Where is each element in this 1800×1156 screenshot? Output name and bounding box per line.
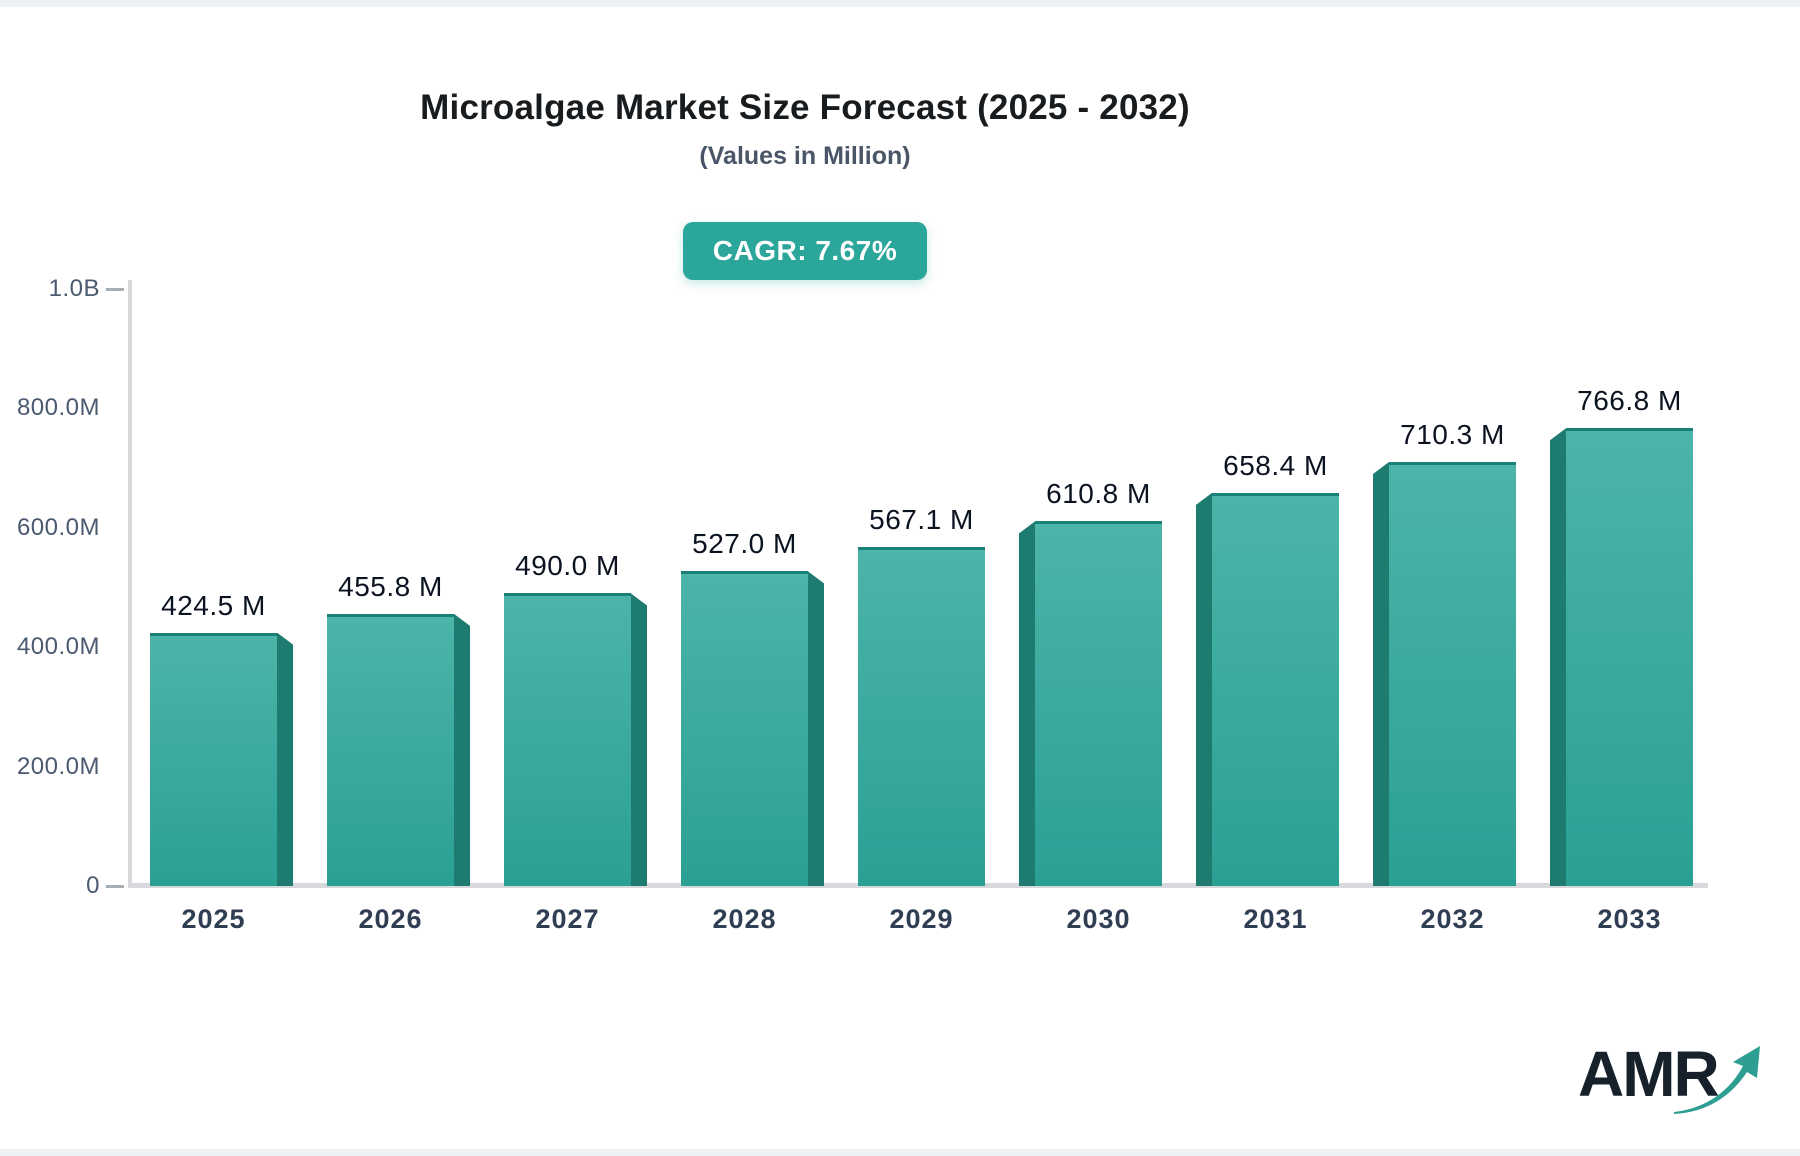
bar-value-label: 610.8 M xyxy=(1046,478,1151,510)
bar-face xyxy=(150,632,277,886)
bar-value-label: 424.5 M xyxy=(161,589,266,621)
x-axis-label-2033: 2033 xyxy=(1597,904,1662,934)
x-axis-label-2032: 2032 xyxy=(1420,904,1485,934)
x-axis-label-2025: 2025 xyxy=(181,904,246,934)
bar-side-face xyxy=(277,632,293,886)
chart-title: Microalgae Market Size Forecast (2025 - … xyxy=(420,88,1190,127)
x-axis-label-2027: 2027 xyxy=(535,904,600,934)
bar-value-label: 658.4 M xyxy=(1223,449,1328,481)
cagr-badge: CAGR: 7.67% xyxy=(682,222,928,280)
bar-side-face xyxy=(1550,428,1566,886)
x-axis-label-2030: 2030 xyxy=(1066,904,1131,934)
x-axis-label-2031: 2031 xyxy=(1243,904,1308,934)
bar-value-label: 766.8 M xyxy=(1577,385,1682,417)
x-axis-label-2029: 2029 xyxy=(889,904,954,934)
bar-2026 xyxy=(327,613,470,886)
bar-2031 xyxy=(1196,492,1339,886)
bar-face xyxy=(504,593,631,886)
amr-logo: AMR xyxy=(1578,1038,1760,1114)
cagr-badge-row: CAGR: 7.67% xyxy=(0,222,1610,280)
bar-2030 xyxy=(1019,521,1162,886)
bar-face xyxy=(1212,492,1339,886)
bar-2032 xyxy=(1373,461,1516,886)
y-axis-tick-dash xyxy=(106,288,124,291)
chart-subtitle: (Values in Million) xyxy=(699,142,911,170)
bar-value-label: 527.0 M xyxy=(692,528,797,560)
amr-logo-text: AMR xyxy=(1578,1038,1719,1110)
bar-2027 xyxy=(504,593,647,886)
bar-2029 xyxy=(858,547,985,886)
bar-2033 xyxy=(1550,428,1693,886)
bar-side-face xyxy=(631,593,647,886)
bar-side-face xyxy=(454,613,470,886)
bar-side-face xyxy=(1196,492,1212,886)
bar-2025 xyxy=(150,632,293,886)
bar-side-face xyxy=(1373,461,1389,886)
y-axis-tick-label: 600.0M xyxy=(16,513,100,541)
bar-value-label: 567.1 M xyxy=(869,504,974,536)
bar-face xyxy=(327,613,454,886)
y-axis-tick-label: 200.0M xyxy=(16,752,100,780)
y-axis-tick-label: 400.0M xyxy=(16,633,100,661)
bar-face xyxy=(681,571,808,886)
x-axis-label-2026: 2026 xyxy=(358,904,423,934)
bar-value-label: 710.3 M xyxy=(1400,418,1505,450)
bar-side-face xyxy=(1019,521,1035,886)
bar-face xyxy=(1389,461,1516,886)
bar-side-face xyxy=(808,571,824,886)
bar-2028 xyxy=(681,571,824,886)
bar-face xyxy=(1035,521,1162,886)
y-axis-tick-dash xyxy=(106,885,124,888)
x-axis-label-2028: 2028 xyxy=(712,904,777,934)
bar-face xyxy=(1566,428,1693,886)
y-axis-line xyxy=(128,280,132,888)
y-axis-tick-label: 800.0M xyxy=(16,394,100,422)
y-axis-tick-label: 1.0B xyxy=(48,275,100,302)
amr-logo-arrow-icon xyxy=(1674,1046,1760,1114)
bar-face xyxy=(858,547,985,886)
bar-value-label: 490.0 M xyxy=(515,550,620,582)
bar-value-label: 455.8 M xyxy=(338,570,443,602)
y-axis-tick-label: 0 xyxy=(86,872,100,899)
